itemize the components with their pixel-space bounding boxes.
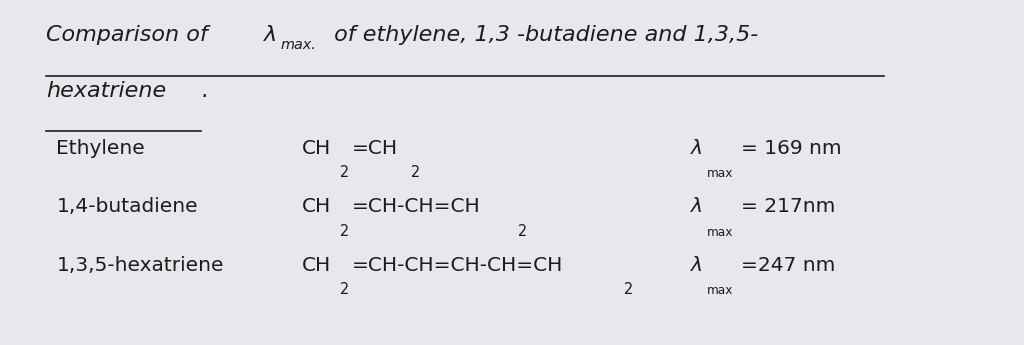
Text: max: max	[707, 226, 733, 239]
Text: 2: 2	[412, 165, 421, 180]
Text: λ: λ	[264, 26, 278, 46]
Text: = 217nm: = 217nm	[740, 197, 835, 216]
Text: = 169 nm: = 169 nm	[740, 139, 841, 158]
Text: 2: 2	[625, 282, 634, 297]
Text: =CH-CH=CH: =CH-CH=CH	[352, 197, 480, 216]
Text: =CH-CH=CH-CH=CH: =CH-CH=CH-CH=CH	[352, 256, 563, 275]
Text: CH: CH	[302, 256, 332, 275]
Text: =CH: =CH	[352, 139, 398, 158]
Text: 2: 2	[340, 224, 349, 239]
Text: 2: 2	[340, 282, 349, 297]
Text: CH: CH	[302, 139, 332, 158]
Text: 2: 2	[518, 224, 527, 239]
Text: max: max	[707, 284, 733, 297]
Text: Comparison of: Comparison of	[46, 26, 215, 46]
Text: 1,3,5-hexatriene: 1,3,5-hexatriene	[56, 256, 224, 275]
Text: 2: 2	[340, 165, 349, 180]
Text: max.: max.	[281, 38, 316, 52]
Text: λ: λ	[691, 256, 703, 275]
Text: =247 nm: =247 nm	[740, 256, 835, 275]
Text: .: .	[202, 81, 208, 101]
Text: Ethylene: Ethylene	[56, 139, 145, 158]
Text: max: max	[707, 167, 733, 180]
Text: λ: λ	[691, 139, 703, 158]
Text: hexatriene: hexatriene	[46, 81, 166, 101]
Text: λ: λ	[691, 197, 703, 216]
Text: CH: CH	[302, 197, 332, 216]
Text: of ethylene, 1,3 -butadiene and 1,3,5-: of ethylene, 1,3 -butadiene and 1,3,5-	[328, 26, 759, 46]
Text: 1,4-butadiene: 1,4-butadiene	[56, 197, 198, 216]
